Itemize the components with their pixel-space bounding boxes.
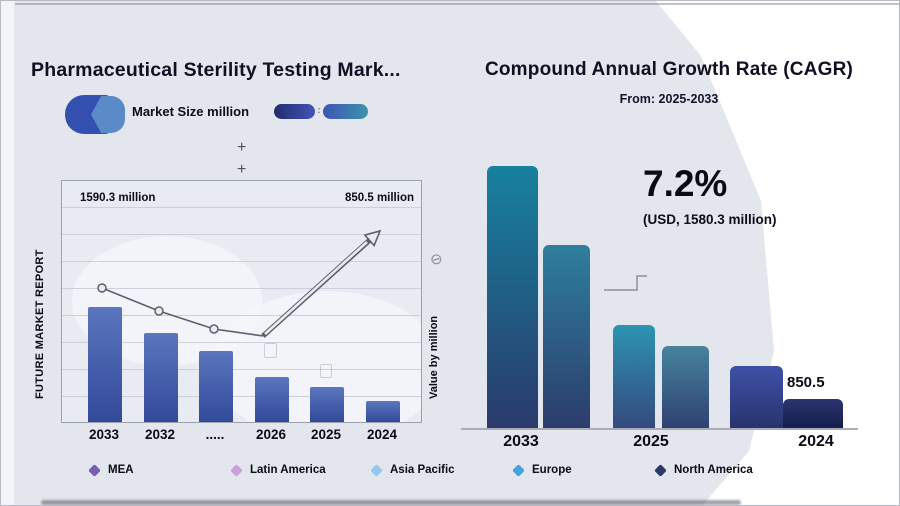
legend-label: Europe [532,464,572,476]
market-size-bar [366,401,400,422]
legend-item: Asia Pacific [370,463,455,477]
market-size-bar [199,351,233,422]
plus-icon: + [237,161,247,178]
cagr-x-axis-line [461,428,858,430]
legend-diamond-icon [88,463,101,477]
bar-value-850: 850.5 [787,374,825,391]
cagr-bar [613,325,655,429]
x-axis-label: 2033 [88,427,120,442]
left-chart-title: Pharmaceutical Sterility Testing Mark... [31,59,401,81]
x-axis-label: ..... [205,427,225,442]
legend-item: Europe [512,463,572,477]
market-size-label: Market Size million [132,104,250,119]
legend-item: MEA [88,463,134,477]
market-size-bar [88,307,122,422]
future-market-report-watermark: FUTURE MARKET REPORT [34,249,46,399]
market-size-bar [310,387,344,422]
cagr-usd-detail: (USD, 1580.3 million) [643,212,777,227]
plus-icon: + [237,139,247,156]
clipboard-watermark-icon [320,364,332,378]
window-frame-edge [1,1,14,505]
cagr-x-labels: 2033 2025 2024 [1,433,899,453]
legend-label: MEA [108,464,134,476]
market-size-bar [255,377,289,422]
x-axis-label: 2033 [503,433,539,450]
market-size-bar [144,333,178,422]
ratio-colon: : [317,105,321,115]
x-axis-label: 2032 [144,427,176,442]
x-axis-label: 2025 [633,433,669,450]
value-axis-label: Value by million [428,315,440,399]
right-chart-title: Compound Annual Growth Rate (CAGR) [484,59,854,80]
cagr-bar [543,245,590,429]
right-chart-subtitle: From: 2025-2033 [619,92,719,106]
legend: MEA Latin America Asia Pacific Europe North … [1,463,899,488]
legend-label: Asia Pacific [390,464,455,476]
ratio-pill-right [323,104,368,119]
legend-diamond-icon [654,463,667,477]
minus-circle-icon: ⊖ [428,249,445,270]
annotation-2033-value: 1590.3 million [80,192,156,204]
legend-item: North America [654,463,753,477]
annotation-2024-value: 850.5 million [344,192,414,204]
legend-label: North America [674,464,753,476]
legend-diamond-icon [370,463,383,477]
x-axis-label: 2026 [255,427,287,442]
legend-item: Latin America [230,463,326,477]
x-axis-label: 2024 [366,427,398,442]
market-size-chart-panel: 1590.3 million 850.5 million [61,180,422,423]
cagr-bar [487,166,538,429]
x-axis-label: 2025 [310,427,342,442]
database-cylinder-icon [65,95,125,134]
legend-diamond-icon [512,463,525,477]
window-frame-shadow [41,500,741,505]
window-frame-edge [15,3,899,5]
cagr-percentage: 7.2% [643,163,728,204]
clipboard-watermark-icon [264,343,277,358]
ratio-pill-left [274,104,315,119]
cagr-bar [662,346,709,429]
step-bracket-graphic [604,275,647,291]
trend-arrow-graphic [97,229,382,338]
x-axis-label: 2024 [798,433,834,450]
legend-diamond-icon [230,463,243,477]
market-size-x-labels: 2033 2032..... 2026 2025 2024 [61,427,422,445]
legend-label: Latin America [250,464,326,476]
